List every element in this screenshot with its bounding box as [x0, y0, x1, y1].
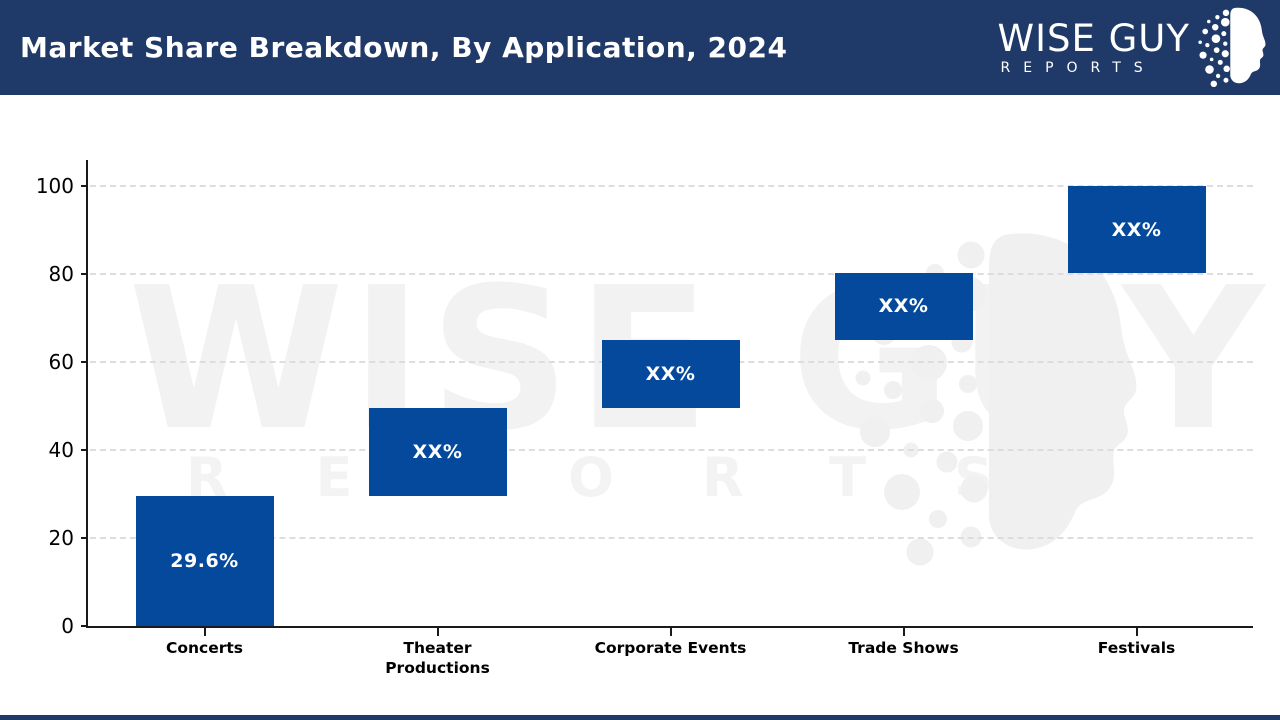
gridline [90, 537, 1253, 539]
bar: 29.6% [135, 495, 274, 626]
gridline [90, 185, 1253, 187]
chart-title: Market Share Breakdown, By Application, … [20, 31, 788, 64]
x-tick-label-line: Festivals [1097, 639, 1176, 657]
x-tick-label: Festivals [1037, 638, 1237, 658]
wise-guy-reports-logo: WISE GUY REPORTS [998, 5, 1280, 91]
x-tick-label-line: Trade Shows [848, 639, 959, 657]
y-tick-mark [81, 273, 87, 275]
bar: XX% [1067, 186, 1206, 274]
header-band: Market Share Breakdown, By Application, … [0, 0, 1280, 95]
x-tick-mark [1135, 628, 1138, 636]
x-tick-mark [669, 628, 672, 636]
gridline [90, 449, 1253, 451]
y-axis-line [86, 160, 88, 628]
bar-value-label: XX% [1111, 218, 1162, 241]
x-tick-label-line: Theater [403, 639, 472, 657]
y-tick-mark [81, 185, 87, 187]
x-tick-label-line: Corporate Events [594, 639, 747, 657]
bar-value-label: XX% [878, 295, 929, 318]
y-tick-label: 60 [48, 350, 74, 374]
y-tick-mark [81, 625, 87, 627]
bar: XX% [834, 273, 973, 340]
x-tick-label-line: Productions [385, 659, 490, 677]
y-tick-label: 0 [61, 614, 74, 638]
bar: XX% [601, 339, 740, 409]
y-tick-mark [81, 537, 87, 539]
x-tick-mark [902, 628, 905, 636]
bar-value-label: 29.6% [170, 549, 239, 572]
x-axis-line [86, 626, 1253, 628]
logo-face-icon [1198, 7, 1266, 87]
bar-value-label: XX% [412, 440, 463, 463]
watermark-reports-text: REPORTS [186, 446, 1081, 509]
y-tick-label: 40 [48, 438, 74, 462]
y-tick-label: 20 [48, 526, 74, 550]
x-tick-label: Trade Shows [804, 638, 1004, 658]
logo-reports-label: REPORTS [1000, 59, 1156, 76]
logo-wiseguy-label: WISE GUY [997, 16, 1190, 60]
y-tick-label: 100 [35, 174, 74, 198]
logo-text: WISE GUY REPORTS [997, 16, 1190, 76]
bar-value-label: XX% [645, 362, 696, 385]
x-tick-label: Concerts [105, 638, 305, 658]
footer-band [0, 715, 1280, 720]
gridline [90, 273, 1253, 275]
x-tick-label-line: Concerts [165, 639, 244, 657]
y-tick-mark [81, 361, 87, 363]
y-tick-mark [81, 449, 87, 451]
x-tick-mark [203, 628, 206, 636]
bar: XX% [368, 408, 507, 496]
x-tick-mark [436, 628, 439, 636]
x-tick-label: Theater Productions [338, 638, 538, 678]
y-tick-label: 80 [48, 262, 74, 286]
x-tick-label: Corporate Events [571, 638, 771, 658]
